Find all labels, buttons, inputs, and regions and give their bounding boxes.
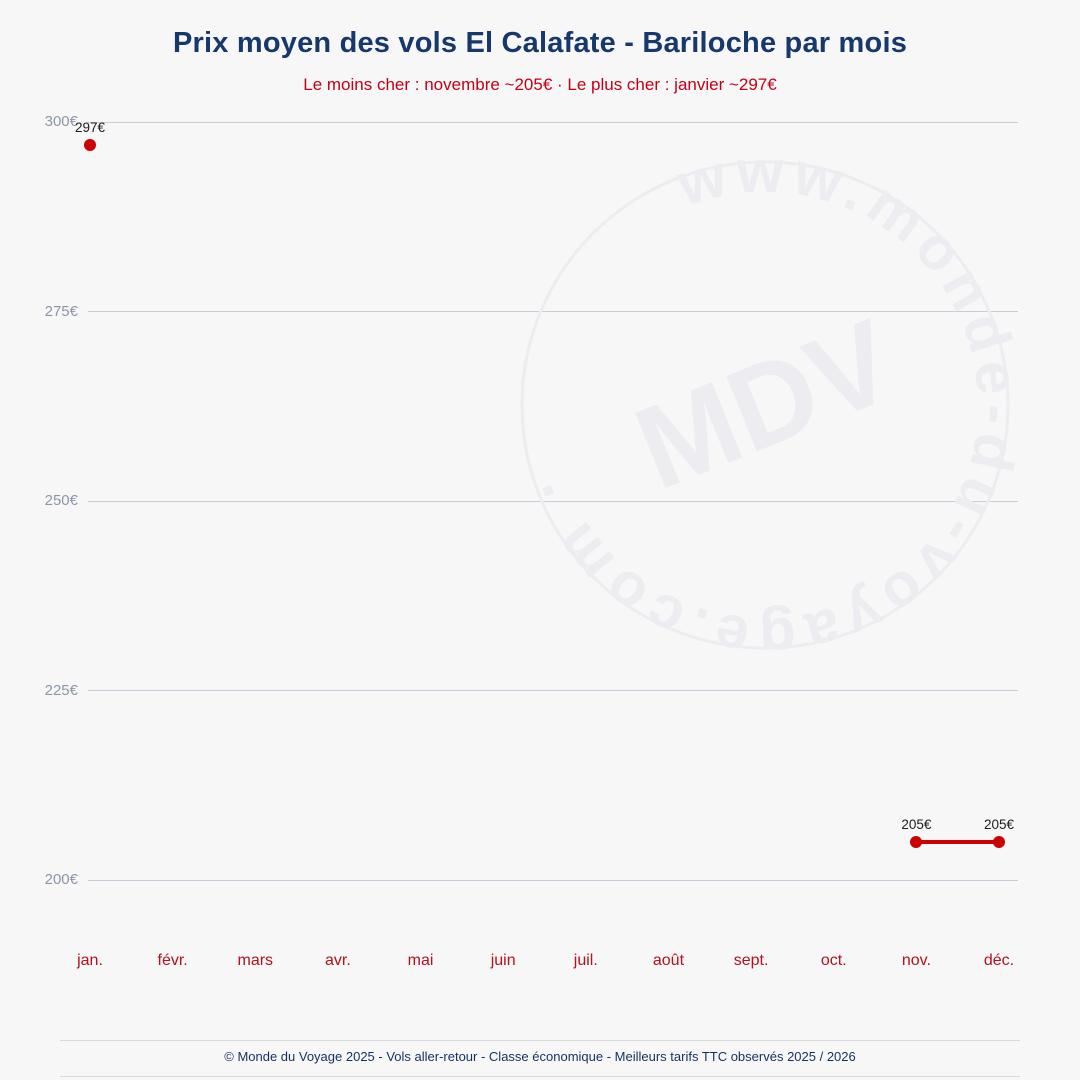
x-axis-label: juil. [573, 952, 598, 969]
y-gridline [88, 311, 1018, 312]
footer-divider-top [60, 1040, 1020, 1041]
data-point-label: 297€ [74, 119, 106, 135]
data-point-label: 205€ [983, 817, 1015, 833]
x-axis-label: sept. [733, 952, 769, 969]
x-axis-label: jan. [77, 952, 103, 969]
x-axis-label: oct. [820, 952, 847, 969]
y-axis-label: 275€ [44, 302, 78, 320]
x-axis-label: juin [490, 952, 516, 969]
x-axis-label: déc. [983, 952, 1015, 969]
y-gridline [88, 690, 1018, 691]
x-axis-label: nov. [901, 952, 931, 969]
y-gridline [88, 500, 1018, 502]
data-point [84, 138, 96, 151]
x-axis-label: mai [407, 952, 434, 969]
y-gridline [88, 121, 1018, 123]
data-point [910, 836, 923, 849]
x-axis-label: août [652, 952, 685, 969]
series-line-segment [916, 840, 999, 845]
x-axis-label: avr. [325, 952, 351, 969]
x-axis-label: mars [237, 952, 274, 969]
data-point [993, 836, 1005, 849]
y-axis-label: 250€ [44, 492, 78, 509]
footer-divider-bottom [60, 1076, 1020, 1077]
y-gridline [88, 879, 1018, 881]
x-axis-label: févr. [157, 952, 188, 969]
y-axis-label: 200€ [44, 871, 78, 888]
chart-subtitle: Le moins cher : novembre ~205€ · Le plus… [303, 75, 777, 94]
chart-title: Prix moyen des vols El Calafate - Barilo… [172, 27, 908, 59]
footer-note: © Monde du Voyage 2025 - Vols aller-reto… [224, 1049, 856, 1064]
data-point-label: 205€ [901, 817, 932, 833]
y-axis-label: 225€ [44, 681, 78, 699]
y-axis-label: 300€ [44, 113, 78, 130]
